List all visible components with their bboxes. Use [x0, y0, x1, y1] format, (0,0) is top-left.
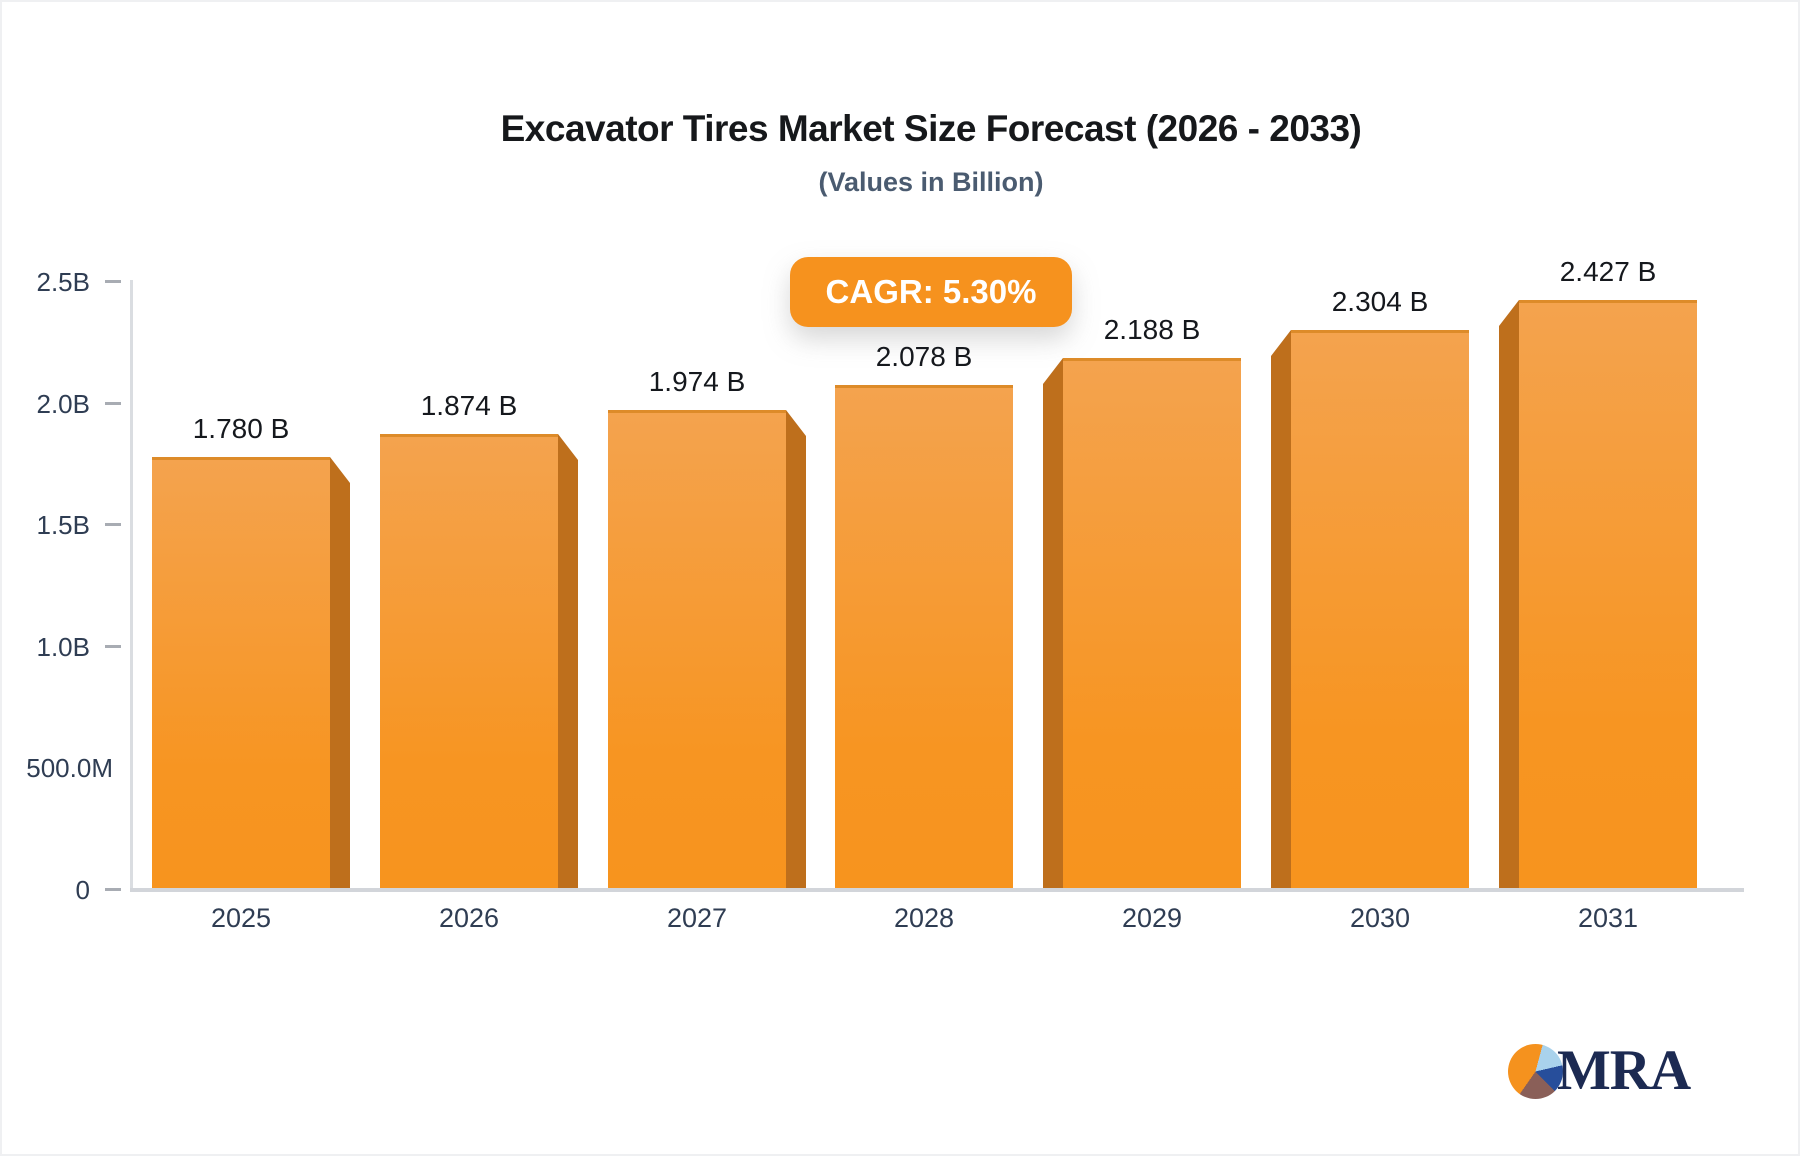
bar-value-label-2029: 2.188 B: [1103, 314, 1201, 345]
bar-2030[interactable]: [1291, 330, 1469, 888]
bar-value-label-2025: 1.780 B: [192, 413, 290, 444]
x-axis-label-2031: 2031: [1577, 903, 1639, 933]
bar-value-label-2026: 1.874 B: [420, 390, 518, 421]
chart-subtitle: (Values in Billion): [818, 167, 1044, 197]
bar-2027[interactable]: [608, 410, 786, 888]
x-axis-label-2027: 2027: [666, 903, 728, 933]
y-axis-label: 1.5B: [36, 510, 91, 540]
bar-2027-side-face: [786, 410, 806, 888]
y-axis-label: 1.0B: [36, 632, 91, 662]
bar-2029-side-face: [1043, 358, 1063, 888]
y-axis-tick-mark: [105, 402, 121, 405]
y-axis-tick-mark: [105, 523, 121, 526]
mra-pie-chart-icon: [1508, 1044, 1563, 1099]
x-axis-baseline: [130, 888, 1744, 892]
x-axis-label-2029: 2029: [1121, 903, 1183, 933]
bar-value-label-2031: 2.427 B: [1559, 256, 1657, 287]
cagr-badge: CAGR: 5.30%: [790, 257, 1072, 327]
bar-2031-side-face: [1499, 300, 1519, 888]
bar-2030-side-face: [1271, 330, 1291, 888]
bar-2025[interactable]: [152, 457, 330, 888]
y-axis-label: 2.5B: [36, 267, 91, 297]
bar-2029[interactable]: [1063, 358, 1241, 888]
bar-2028[interactable]: [835, 385, 1013, 888]
bar-value-label-2030: 2.304 B: [1331, 286, 1429, 317]
bar-2026[interactable]: [380, 434, 558, 888]
bar-2026-side-face: [558, 434, 578, 888]
y-axis-label: 500.0M: [26, 753, 113, 783]
y-axis-tick-mark: [105, 645, 121, 648]
x-axis-label-2025: 2025: [210, 903, 272, 933]
bar-2031[interactable]: [1519, 300, 1697, 888]
chart-title: Excavator Tires Market Size Forecast (20…: [500, 108, 1362, 149]
x-axis-label-2028: 2028: [893, 903, 955, 933]
bar-value-label-2027: 1.974 B: [648, 366, 746, 397]
x-axis-label-2026: 2026: [438, 903, 500, 933]
x-axis-label-2030: 2030: [1349, 903, 1411, 933]
bar-2025-side-face: [330, 457, 350, 888]
y-axis-label: 0: [75, 875, 90, 905]
mra-logo-text: MRA: [1557, 1039, 1691, 1102]
y-axis-line: [130, 280, 133, 890]
y-axis-label: 2.0B: [36, 389, 91, 419]
y-axis-tick-mark: [105, 888, 121, 891]
bar-value-label-2028: 2.078 B: [875, 341, 973, 372]
y-axis-tick-mark: [105, 280, 121, 283]
